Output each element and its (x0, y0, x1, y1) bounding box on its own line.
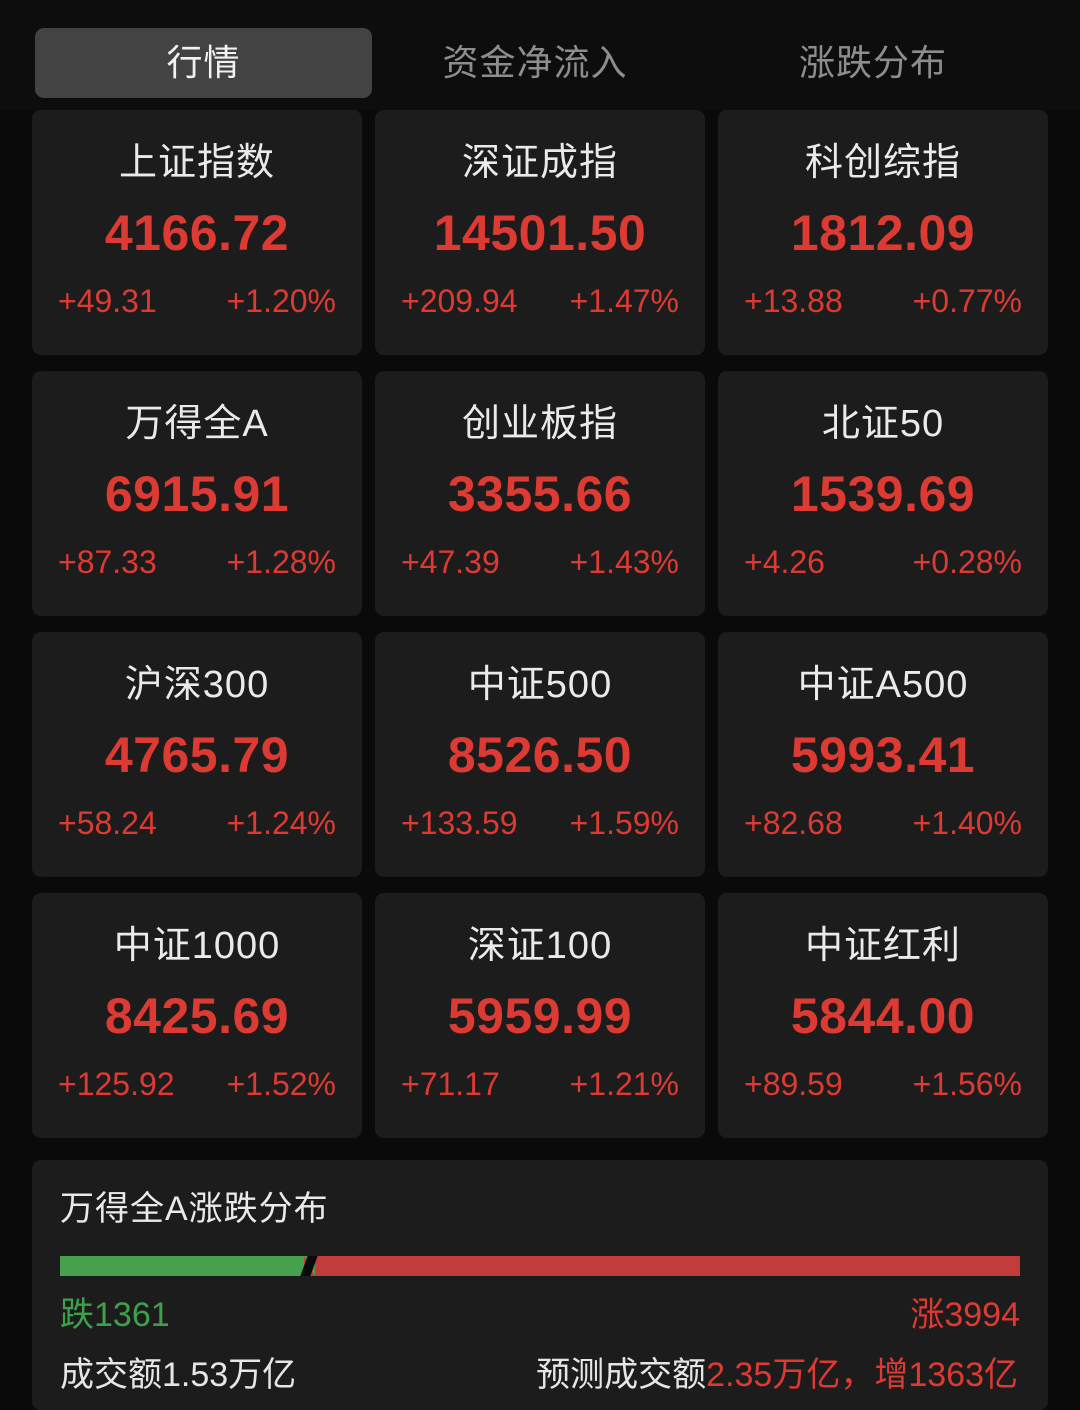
index-card[interactable]: 科创综指 1812.09 +13.88 +0.77% (718, 110, 1048, 355)
index-value: 5993.41 (790, 727, 976, 783)
tab-market-quotes-label: 行情 (166, 42, 241, 83)
turnover-forecast: 预测成交额2.35万亿，增1363亿 (536, 1358, 1018, 1392)
distribution-bar-advancers (313, 1256, 1020, 1276)
index-value: 4166.72 (104, 205, 290, 261)
index-change-percent: +1.47% (569, 283, 679, 319)
index-name: 上证指数 (118, 142, 275, 184)
index-change-percent: +1.28% (226, 544, 336, 580)
index-name: 沪深300 (124, 664, 270, 706)
index-name: 科创综指 (804, 142, 961, 184)
index-value: 5844.00 (790, 988, 976, 1044)
index-value: 14501.50 (433, 205, 647, 261)
index-card[interactable]: 中证红利 5844.00 +89.59 +1.56% (718, 893, 1048, 1138)
index-deltas: +133.59 +1.59% (375, 807, 705, 839)
index-change-percent: +1.24% (226, 805, 336, 841)
tab-net-capital-inflow[interactable]: 资金净流入 (390, 28, 680, 98)
distribution-title: 万得全A涨跌分布 (60, 1190, 329, 1228)
index-card[interactable]: 创业板指 3355.66 +47.39 +1.43% (375, 371, 705, 616)
index-card[interactable]: 中证500 8526.50 +133.59 +1.59% (375, 632, 705, 877)
index-deltas: +58.24 +1.24% (32, 807, 362, 839)
index-deltas: +4.26 +0.28% (718, 546, 1048, 578)
index-value: 1812.09 (790, 205, 976, 261)
index-deltas: +49.31 +1.20% (32, 285, 362, 317)
index-deltas: +13.88 +0.77% (718, 285, 1048, 317)
index-change-percent: +1.43% (569, 544, 679, 580)
distribution-bar-decliners (60, 1256, 315, 1276)
index-deltas: +71.17 +1.21% (375, 1068, 705, 1100)
index-change: +47.39 (401, 544, 500, 580)
index-deltas: +89.59 +1.56% (718, 1068, 1048, 1100)
turnover-forecast-delta: ，增1363亿 (840, 1356, 1018, 1394)
index-name: 中证红利 (804, 925, 961, 967)
tab-market-quotes[interactable]: 行情 (35, 28, 372, 98)
advancers-count: 涨3994 (910, 1296, 1020, 1334)
index-change: +4.26 (744, 544, 825, 580)
index-deltas: +87.33 +1.28% (32, 546, 362, 578)
distribution-bar (60, 1256, 1020, 1276)
index-card-grid: 上证指数 4166.72 +49.31 +1.20% 深证成指 14501.50… (0, 110, 1080, 1138)
index-value: 8425.69 (104, 988, 290, 1044)
index-change-percent: +1.59% (569, 805, 679, 841)
index-value: 1539.69 (790, 466, 976, 522)
index-value: 8526.50 (447, 727, 633, 783)
turnover-actual: 成交额1.53万亿 (60, 1356, 297, 1394)
index-change: +58.24 (58, 805, 157, 841)
index-card[interactable]: 中证A500 5993.41 +82.68 +1.40% (718, 632, 1048, 877)
turnover-forecast-prefix: 预测成交额 (536, 1356, 707, 1394)
index-change: +133.59 (401, 805, 518, 841)
index-change-percent: +1.40% (912, 805, 1022, 841)
index-change-percent: +1.21% (569, 1066, 679, 1102)
index-card[interactable]: 中证1000 8425.69 +125.92 +1.52% (32, 893, 362, 1138)
index-value: 4765.79 (104, 727, 290, 783)
index-change: +82.68 (744, 805, 843, 841)
index-value: 6915.91 (104, 466, 290, 522)
index-name: 中证1000 (113, 925, 281, 967)
index-deltas: +82.68 +1.40% (718, 807, 1048, 839)
gain-loss-distribution-panel: 万得全A涨跌分布 跌1361 涨3994 成交额1.53万亿 预测成交额2.35… (32, 1160, 1048, 1410)
index-card[interactable]: 万得全A 6915.91 +87.33 +1.28% (32, 371, 362, 616)
index-name: 深证成指 (461, 142, 618, 184)
index-deltas: +125.92 +1.52% (32, 1068, 362, 1100)
index-change-percent: +0.28% (912, 544, 1022, 580)
index-deltas: +47.39 +1.43% (375, 546, 705, 578)
index-change: +125.92 (58, 1066, 175, 1102)
index-name: 万得全A (125, 403, 269, 445)
index-change: +71.17 (401, 1066, 500, 1102)
tab-net-capital-inflow-label: 资金净流入 (442, 42, 628, 83)
index-card[interactable]: 上证指数 4166.72 +49.31 +1.20% (32, 110, 362, 355)
index-change: +87.33 (58, 544, 157, 580)
tab-bar: 行情 资金净流入 涨跌分布 (0, 0, 1080, 110)
index-change-percent: +0.77% (912, 283, 1022, 319)
index-name: 创业板指 (461, 403, 618, 445)
index-name: 北证50 (821, 403, 945, 445)
index-change-percent: +1.52% (226, 1066, 336, 1102)
index-value: 5959.99 (447, 988, 633, 1044)
tab-gain-loss-distribution[interactable]: 涨跌分布 (728, 28, 1018, 98)
index-change: +49.31 (58, 283, 157, 319)
index-deltas: +209.94 +1.47% (375, 285, 705, 317)
tab-gain-loss-distribution-label: 涨跌分布 (798, 42, 947, 83)
index-name: 中证500 (467, 664, 613, 706)
index-change-percent: +1.56% (912, 1066, 1022, 1102)
index-change: +13.88 (744, 283, 843, 319)
index-card[interactable]: 深证100 5959.99 +71.17 +1.21% (375, 893, 705, 1138)
index-value: 3355.66 (447, 466, 633, 522)
decliners-count: 跌1361 (60, 1296, 170, 1334)
index-name: 深证100 (467, 925, 613, 967)
index-card[interactable]: 北证50 1539.69 +4.26 +0.28% (718, 371, 1048, 616)
index-change: +89.59 (744, 1066, 843, 1102)
index-name: 中证A500 (797, 664, 969, 706)
index-card[interactable]: 沪深300 4765.79 +58.24 +1.24% (32, 632, 362, 877)
turnover-row: 成交额1.53万亿 预测成交额2.35万亿，增1363亿 (60, 1358, 1020, 1392)
distribution-counts: 跌1361 涨3994 (60, 1298, 1020, 1332)
index-change-percent: +1.20% (226, 283, 336, 319)
index-change: +209.94 (401, 283, 518, 319)
index-card[interactable]: 深证成指 14501.50 +209.94 +1.47% (375, 110, 705, 355)
turnover-forecast-value: 2.35万亿 (706, 1356, 841, 1394)
